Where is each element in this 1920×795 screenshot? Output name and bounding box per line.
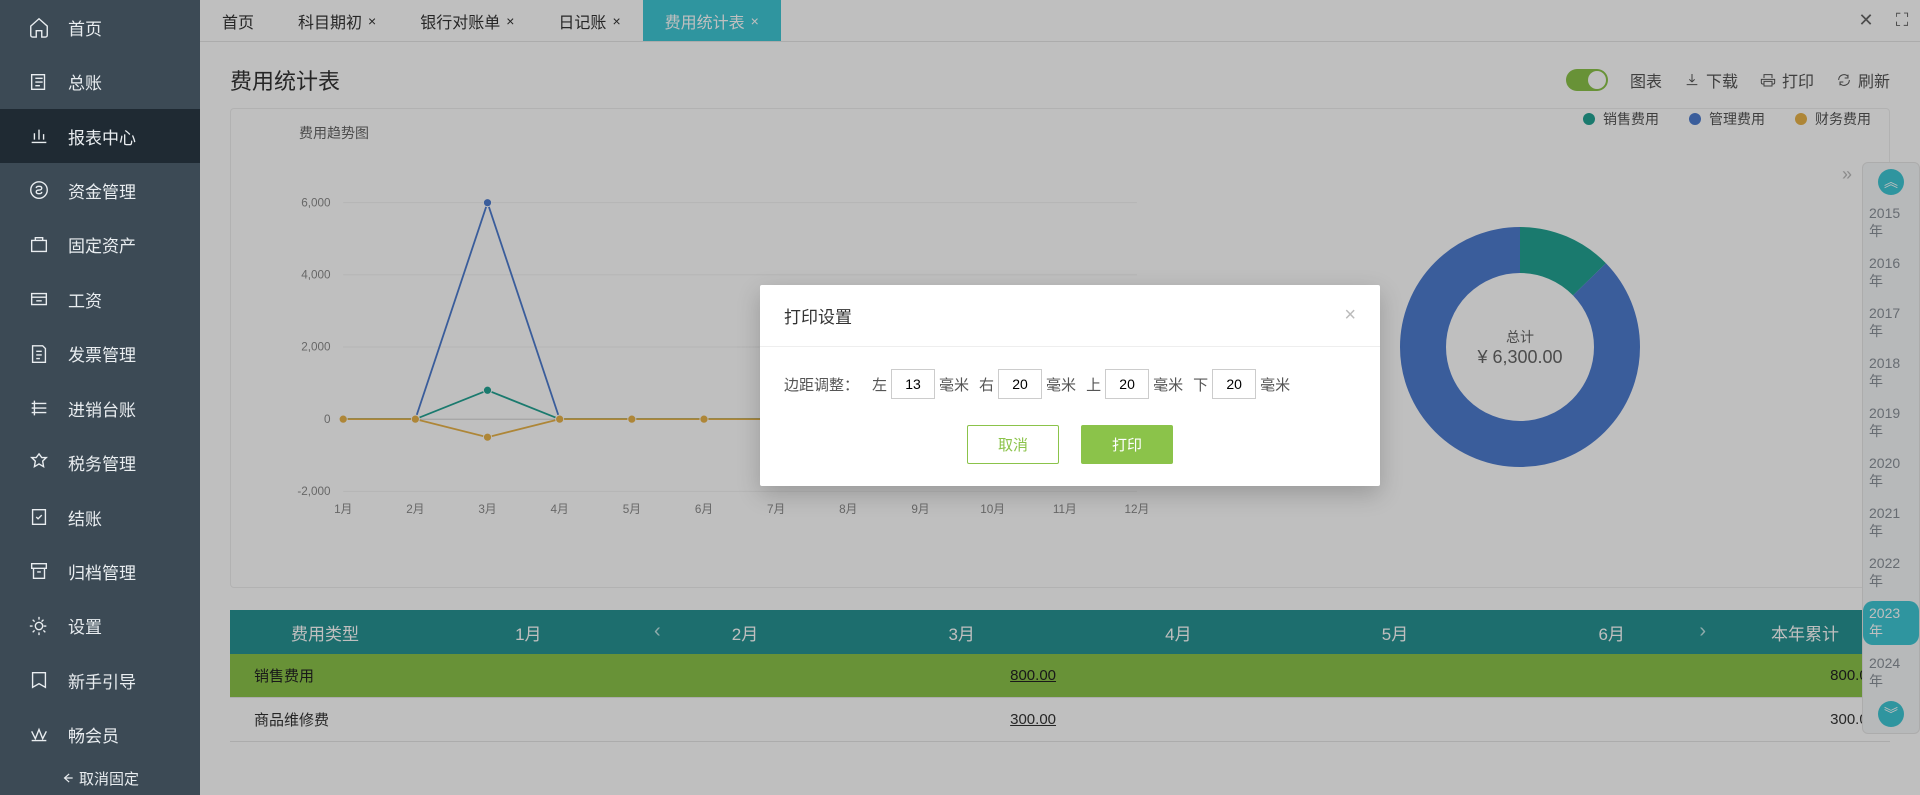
margin-side-label: 下 — [1193, 374, 1208, 395]
sidebar-item-label: 归档管理 — [68, 559, 136, 584]
sidebar-item-chart[interactable]: 报表中心 — [0, 109, 200, 163]
sidebar-item-vip[interactable]: 畅会员 — [0, 707, 200, 761]
sidebar-item-label: 首页 — [68, 15, 102, 40]
sidebar-item-tax[interactable]: 税务管理 — [0, 435, 200, 489]
modal-close-icon[interactable]: × — [1344, 304, 1356, 327]
tax-icon — [28, 452, 50, 474]
margin-side-label: 右 — [979, 374, 994, 395]
sidebar-item-close-acct[interactable]: 结账 — [0, 490, 200, 544]
margin-unit: 毫米 — [1153, 374, 1183, 395]
sidebar-item-money[interactable]: 资金管理 — [0, 163, 200, 217]
sidebar-item-home[interactable]: 首页 — [0, 0, 200, 54]
sidebar-item-label: 工资 — [68, 287, 102, 312]
sidebar-item-invoice[interactable]: 发票管理 — [0, 327, 200, 381]
sidebar-item-salary[interactable]: 工资 — [0, 272, 200, 326]
sidebar-item-ledger[interactable]: 总账 — [0, 54, 200, 108]
sidebar-item-archive[interactable]: 归档管理 — [0, 544, 200, 598]
sidebar-item-guide[interactable]: 新手引导 — [0, 653, 200, 707]
asset-icon — [28, 234, 50, 256]
margin-unit: 毫米 — [939, 374, 969, 395]
margin-label: 边距调整： — [784, 374, 862, 395]
sidebar-item-stock[interactable]: 进销台账 — [0, 381, 200, 435]
margin-side-label: 上 — [1086, 374, 1101, 395]
sidebar-unpin[interactable]: 取消固定 — [0, 762, 200, 795]
guide-icon — [28, 669, 50, 691]
margin-上-input[interactable] — [1105, 369, 1149, 399]
sidebar: 首页总账报表中心资金管理固定资产工资发票管理进销台账税务管理结账归档管理设置新手… — [0, 0, 200, 795]
cancel-button[interactable]: 取消 — [967, 425, 1059, 464]
margin-side-label: 左 — [872, 374, 887, 395]
margin-下-input[interactable] — [1212, 369, 1256, 399]
print-settings-modal: 打印设置 × 边距调整： 左毫米右毫米上毫米下毫米 取消 打印 — [760, 285, 1380, 486]
sidebar-item-label: 进销台账 — [68, 396, 136, 421]
gear-icon — [28, 615, 50, 637]
close-acct-icon — [28, 506, 50, 528]
sidebar-item-label: 设置 — [68, 613, 102, 638]
sidebar-item-label: 税务管理 — [68, 450, 136, 475]
sidebar-item-gear[interactable]: 设置 — [0, 599, 200, 653]
margin-unit: 毫米 — [1260, 374, 1290, 395]
sidebar-item-asset[interactable]: 固定资产 — [0, 218, 200, 272]
margin-右-input[interactable] — [998, 369, 1042, 399]
sidebar-item-label: 发票管理 — [68, 341, 136, 366]
chart-icon — [28, 125, 50, 147]
archive-icon — [28, 560, 50, 582]
invoice-icon — [28, 343, 50, 365]
sidebar-item-label: 报表中心 — [68, 124, 136, 149]
margin-左-input[interactable] — [891, 369, 935, 399]
sidebar-item-label: 结账 — [68, 505, 102, 530]
sidebar-item-label: 新手引导 — [68, 668, 136, 693]
ledger-icon — [28, 71, 50, 93]
salary-icon — [28, 288, 50, 310]
sidebar-item-label: 资金管理 — [68, 178, 136, 203]
home-icon — [28, 16, 50, 38]
money-icon — [28, 179, 50, 201]
stock-icon — [28, 397, 50, 419]
sidebar-item-label: 总账 — [68, 69, 102, 94]
confirm-print-button[interactable]: 打印 — [1081, 425, 1173, 464]
vip-icon — [28, 724, 50, 746]
margin-unit: 毫米 — [1046, 374, 1076, 395]
sidebar-item-label: 固定资产 — [68, 232, 136, 257]
sidebar-item-label: 畅会员 — [68, 722, 119, 747]
modal-title: 打印设置 — [784, 303, 852, 328]
